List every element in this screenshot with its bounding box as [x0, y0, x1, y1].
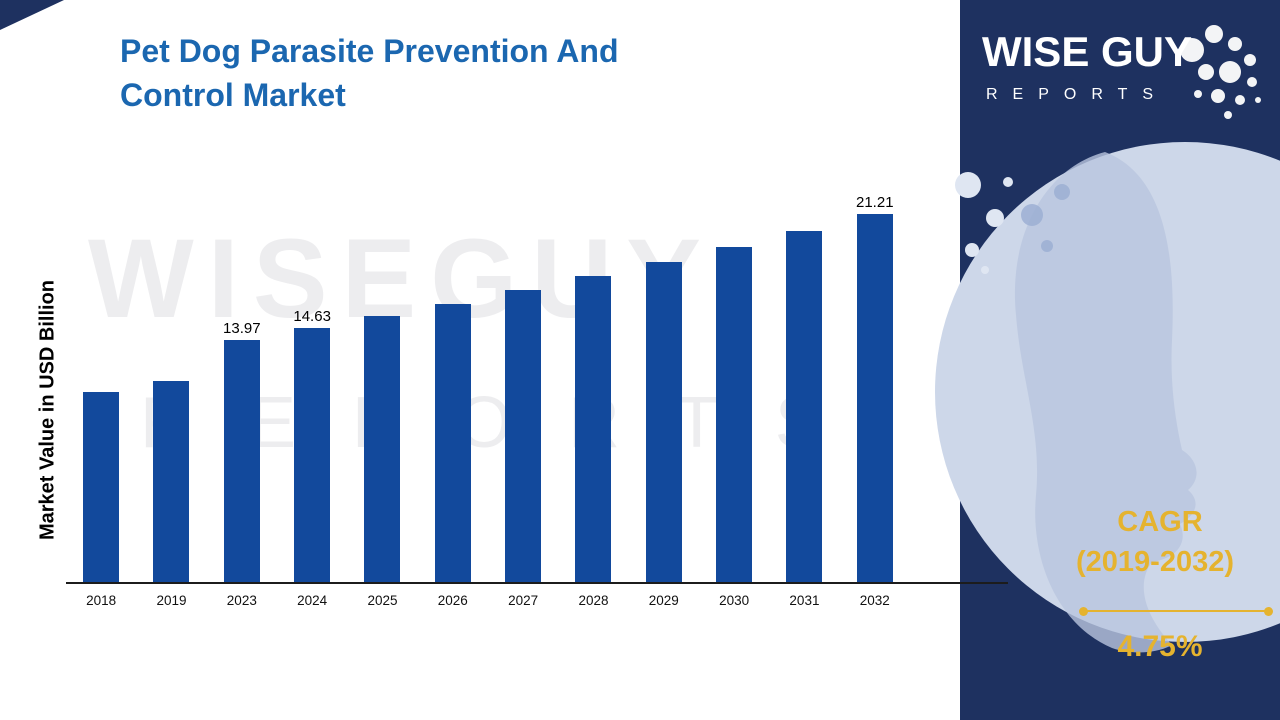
bar-chart: 13.97 14.63 21.21 [66, 143, 910, 583]
y-axis-label: Market Value in USD Billion [36, 279, 59, 541]
x-axis-label-2032: 2032 [859, 593, 890, 608]
x-axis-label-2026: 2026 [437, 593, 468, 608]
bar-column-2018 [66, 143, 136, 583]
x-axis-label-2019: 2019 [156, 593, 187, 608]
bar-2027 [505, 290, 542, 583]
bar-column-2024: 14.63 [277, 143, 347, 583]
bar-2023 [223, 340, 260, 583]
bar-2026 [434, 304, 471, 583]
bar-2019 [153, 381, 190, 583]
logo-wordmark: WISE GUY [982, 28, 1193, 75]
bar-value-label-2032: 21.21 [856, 194, 894, 211]
x-axis-label-2028: 2028 [578, 593, 609, 608]
x-axis-label-2025: 2025 [367, 593, 398, 608]
x-axis-label-2029: 2029 [648, 593, 679, 608]
bar-2024 [294, 328, 331, 583]
bar-2025 [364, 316, 401, 583]
bar-column-2029 [629, 143, 699, 583]
x-axis-label-2024: 2024 [297, 593, 328, 608]
cagr-value: 4.75% [1117, 630, 1203, 663]
x-axis-line [66, 582, 1008, 584]
bar-2028 [575, 276, 612, 583]
bar-value-label-2023: 13.97 [223, 320, 261, 337]
x-axis-labels: 2018 2019 2023 2024 2025 2026 2027 2028 2029 2030… [66, 593, 910, 608]
bar-column-2030 [699, 143, 769, 583]
bar-column-2032: 21.21 [840, 143, 910, 583]
bar-column-2027 [488, 143, 558, 583]
bar-value-label-2024: 14.63 [293, 308, 331, 325]
bar-column-2026 [418, 143, 488, 583]
logo-subtitle: REPORTS [986, 86, 1169, 103]
bar-2031 [786, 231, 823, 583]
bar-column-2023: 13.97 [207, 143, 277, 583]
bar-2030 [716, 247, 753, 583]
x-axis-label-2031: 2031 [789, 593, 820, 608]
bar-column-2031 [769, 143, 839, 583]
logo-face-dots-icon [1180, 25, 1261, 119]
bar-2029 [645, 262, 682, 583]
cagr-divider-line [1079, 606, 1273, 616]
page-title-line2: Control Market [120, 76, 346, 113]
x-axis-label-2030: 2030 [719, 593, 750, 608]
x-axis-label-2018: 2018 [86, 593, 117, 608]
bar-column-2025 [347, 143, 417, 583]
bar-column-2028 [558, 143, 628, 583]
page-title: Pet Dog Parasite Prevention And Control … [120, 30, 618, 117]
bar-2018 [83, 392, 120, 583]
x-axis-label-2023: 2023 [226, 593, 257, 608]
bar-column-2019 [136, 143, 206, 583]
page-title-line1: Pet Dog Parasite Prevention And [120, 33, 619, 69]
cagr-period: (2019-2032) [1076, 546, 1234, 578]
corner-triangle [0, 0, 64, 30]
x-axis-label-2027: 2027 [508, 593, 539, 608]
bar-2032 [856, 214, 893, 583]
cagr-label: CAGR [1117, 506, 1203, 538]
